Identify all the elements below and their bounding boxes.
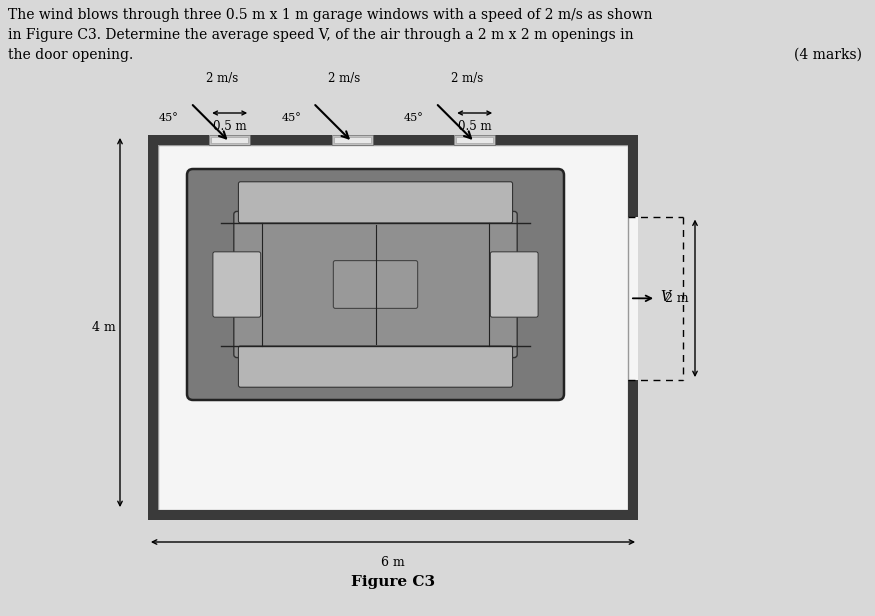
Text: Figure C3: Figure C3 xyxy=(351,575,435,589)
Text: 45°: 45° xyxy=(159,113,178,123)
Text: in Figure C3. Determine the average speed V, of the air through a 2 m x 2 m open: in Figure C3. Determine the average spee… xyxy=(8,28,634,42)
Text: 0.5 m: 0.5 m xyxy=(213,120,247,133)
FancyBboxPatch shape xyxy=(333,261,417,309)
Bar xyxy=(209,135,250,145)
Bar xyxy=(495,135,638,145)
Bar xyxy=(628,380,638,520)
Text: the door opening.: the door opening. xyxy=(8,48,133,62)
Bar xyxy=(333,137,371,143)
Text: 6 m: 6 m xyxy=(382,556,405,569)
Bar xyxy=(332,135,373,145)
Text: 2 m/s: 2 m/s xyxy=(206,72,238,85)
Bar xyxy=(211,137,248,143)
Bar xyxy=(628,135,638,217)
Text: The wind blows through three 0.5 m x 1 m garage windows with a speed of 2 m/s as: The wind blows through three 0.5 m x 1 m… xyxy=(8,8,653,22)
Bar xyxy=(456,137,493,143)
Text: 4 m: 4 m xyxy=(92,321,116,334)
Bar xyxy=(148,135,638,520)
Text: (4 marks): (4 marks) xyxy=(794,48,862,62)
Text: 0.5 m: 0.5 m xyxy=(458,120,492,133)
Text: 2 m: 2 m xyxy=(665,292,689,305)
Text: V: V xyxy=(660,290,670,304)
FancyBboxPatch shape xyxy=(239,346,513,387)
Text: 2 m/s: 2 m/s xyxy=(328,72,360,85)
Bar xyxy=(148,135,209,145)
Bar xyxy=(250,135,332,145)
Bar xyxy=(454,135,495,145)
Bar xyxy=(158,145,628,510)
Text: 45°: 45° xyxy=(404,113,423,123)
FancyBboxPatch shape xyxy=(213,252,261,317)
Bar xyxy=(373,135,454,145)
Bar xyxy=(148,135,158,520)
FancyBboxPatch shape xyxy=(239,182,513,223)
Text: 45°: 45° xyxy=(282,113,301,123)
FancyBboxPatch shape xyxy=(187,169,564,400)
FancyBboxPatch shape xyxy=(490,252,538,317)
Bar xyxy=(148,510,638,520)
Text: 2 m/s: 2 m/s xyxy=(451,72,483,85)
FancyBboxPatch shape xyxy=(234,211,517,357)
